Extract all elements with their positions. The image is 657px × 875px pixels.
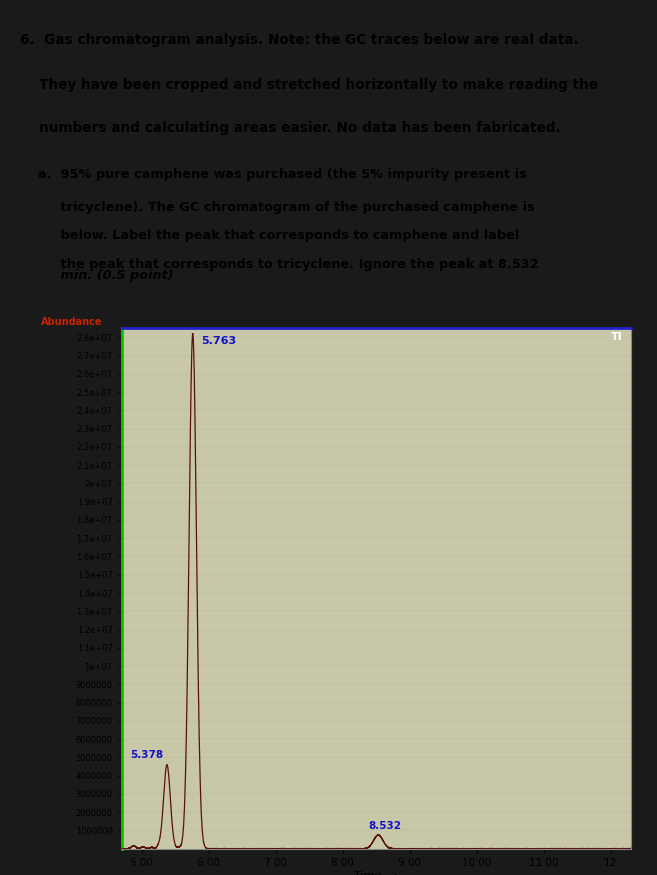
Text: TI: TI [611, 332, 623, 342]
Text: tricyclene). The GC chromatogram of the purchased camphene is: tricyclene). The GC chromatogram of the … [20, 201, 534, 214]
Text: Abundance: Abundance [41, 317, 102, 326]
Text: numbers and calculating areas easier. No data has been fabricated.: numbers and calculating areas easier. No… [20, 121, 560, 135]
Text: They have been cropped and stretched horizontally to make reading the: They have been cropped and stretched hor… [20, 78, 598, 92]
Text: 5.763: 5.763 [201, 336, 236, 346]
Text: below. Label the peak that corresponds to camphene and label: below. Label the peak that corresponds t… [20, 229, 519, 242]
Text: min. (0.5 point): min. (0.5 point) [20, 270, 173, 282]
Text: a.  95% pure camphene was purchased (the 5% impurity present is: a. 95% pure camphene was purchased (the … [20, 168, 526, 181]
X-axis label: Time  →: Time → [354, 871, 398, 875]
Text: the peak that corresponds to tricyclene. Ignore the peak at 8.532: the peak that corresponds to tricyclene.… [20, 258, 538, 270]
Text: 5.378: 5.378 [131, 750, 164, 760]
Text: 6.  Gas chromatogram analysis. Note: the GC traces below are real data.: 6. Gas chromatogram analysis. Note: the … [20, 33, 578, 47]
Text: 8.532: 8.532 [368, 822, 401, 831]
